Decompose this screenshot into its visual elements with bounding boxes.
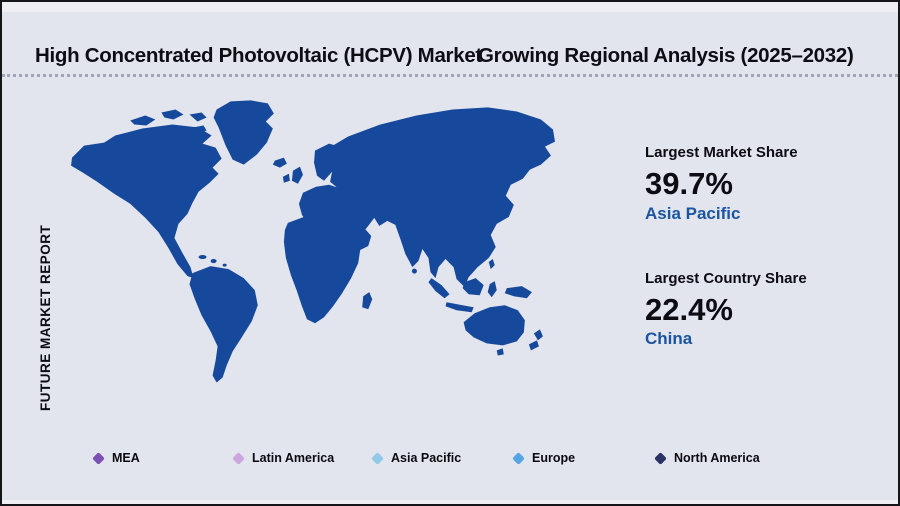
island-sumatra <box>428 278 450 299</box>
stat-region: China <box>645 329 693 349</box>
stat-label: Largest Country Share <box>645 269 807 287</box>
page-title-analysis: Growing Regional Analysis (2025–2032) <box>478 44 854 67</box>
island-japan <box>486 202 499 222</box>
legend-dot-icon <box>232 451 245 465</box>
continent-greenland <box>213 100 274 165</box>
stat-value: 39.7% <box>645 166 733 201</box>
continent-australia <box>463 305 525 346</box>
legend-item-europe: Europe <box>512 451 576 465</box>
island-puerto-rico <box>222 263 227 267</box>
island-java <box>445 302 474 313</box>
world-map-landmass <box>71 100 555 383</box>
world-map <box>71 100 555 383</box>
legend-label: Latin America <box>252 451 335 465</box>
island-madagascar <box>362 292 373 310</box>
islands-uk-ireland <box>282 166 303 184</box>
island-iceland <box>272 157 287 168</box>
legend-item-asia-pacific: Asia Pacific <box>371 451 462 465</box>
continent-africa <box>283 214 372 324</box>
legend-dot-icon <box>654 451 667 465</box>
legend-label: Europe <box>532 451 576 465</box>
island-tasmania <box>496 348 504 356</box>
legend-item-north-america: North America <box>654 451 760 465</box>
top-strip <box>2 2 898 12</box>
island-cuba <box>198 255 207 260</box>
stat-country-share: Largest Country Share 22.4% China <box>645 270 895 350</box>
island-borneo <box>462 278 484 296</box>
page-title-market: High Concentrated Photovoltaic (HCPV) Ma… <box>35 44 482 67</box>
islands-new-zealand <box>528 329 543 351</box>
legend-dot-icon <box>92 451 105 465</box>
continent-north-america <box>71 124 222 279</box>
island-sri-lanka <box>411 268 417 274</box>
legend-item-mea: MEA <box>92 451 140 465</box>
continent-asia <box>324 107 555 288</box>
legend-dot-icon <box>512 451 525 465</box>
stat-market-share: Largest Market Share 39.7% Asia Pacific <box>645 144 895 224</box>
island-new-guinea <box>504 286 532 299</box>
legend-label: Asia Pacific <box>391 451 462 465</box>
legend-item-latin-america: Latin America <box>232 451 335 465</box>
stats-panel: Largest Market Share 39.7% Asia Pacific … <box>645 144 895 349</box>
bottom-strip <box>2 500 898 504</box>
legend-label: North America <box>674 451 760 465</box>
brand-vertical-text: FUTURE MARKET REPORT <box>38 224 53 411</box>
legend-dot-icon <box>371 451 384 465</box>
stat-region: Asia Pacific <box>645 203 741 223</box>
island-hispaniola <box>210 259 217 264</box>
island-philippines <box>488 259 495 270</box>
continent-south-america <box>189 266 258 383</box>
stat-value: 22.4% <box>645 291 733 327</box>
stat-label: Largest Market Share <box>645 144 798 161</box>
dotted-divider <box>2 74 898 77</box>
legend-label: MEA <box>112 451 140 465</box>
island-sulawesi <box>487 281 497 298</box>
